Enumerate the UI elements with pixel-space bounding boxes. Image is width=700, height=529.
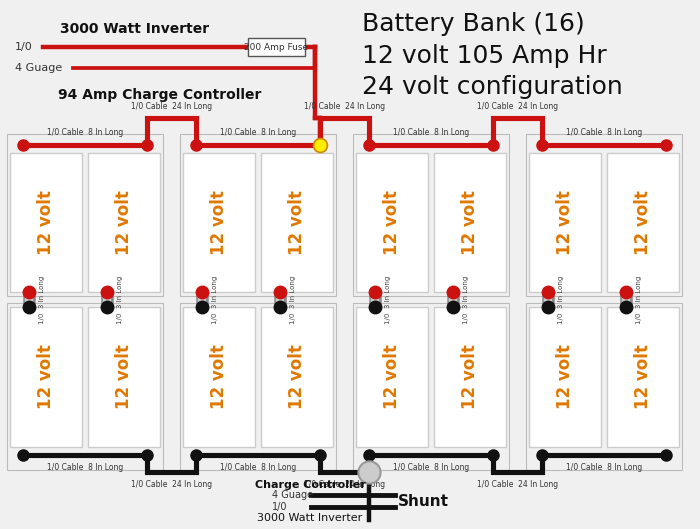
Text: 1/0  3 In Long: 1/0 3 In Long — [39, 276, 46, 324]
Text: 12 volt: 12 volt — [634, 190, 652, 255]
Text: 1/0  3 In Long: 1/0 3 In Long — [118, 276, 123, 324]
FancyBboxPatch shape — [607, 307, 679, 447]
FancyBboxPatch shape — [261, 307, 333, 447]
Text: 3000 Watt Inverter: 3000 Watt Inverter — [60, 22, 209, 36]
FancyBboxPatch shape — [88, 307, 160, 447]
Text: 1/0 Cable  8 In Long: 1/0 Cable 8 In Long — [566, 463, 642, 472]
FancyBboxPatch shape — [607, 153, 679, 292]
Text: 12 volt: 12 volt — [210, 190, 228, 255]
Text: 1/0 Cable  8 In Long: 1/0 Cable 8 In Long — [47, 128, 123, 137]
FancyBboxPatch shape — [10, 307, 82, 447]
Text: 1/0: 1/0 — [15, 42, 33, 52]
FancyBboxPatch shape — [529, 153, 601, 292]
Text: 12 volt: 12 volt — [115, 344, 133, 409]
Text: Battery Bank (16)
12 volt 105 Amp Hr
24 volt configuration: Battery Bank (16) 12 volt 105 Amp Hr 24 … — [362, 12, 623, 99]
Text: 12 volt: 12 volt — [556, 190, 574, 255]
Text: 1/0 Cable  24 In Long: 1/0 Cable 24 In Long — [131, 480, 212, 489]
Text: 12 volt: 12 volt — [383, 190, 401, 255]
FancyBboxPatch shape — [248, 38, 305, 56]
Text: 1/0  3 In Long: 1/0 3 In Long — [212, 276, 218, 324]
Text: 1/0  3 In Long: 1/0 3 In Long — [463, 276, 470, 324]
Text: 1/0  3 In Long: 1/0 3 In Long — [290, 276, 296, 324]
Text: 94 Amp Charge Controller: 94 Amp Charge Controller — [58, 88, 261, 102]
FancyBboxPatch shape — [261, 153, 333, 292]
Text: 12 volt: 12 volt — [383, 344, 401, 409]
Text: 12 volt: 12 volt — [556, 344, 574, 409]
FancyBboxPatch shape — [183, 153, 255, 292]
Text: 12 volt: 12 volt — [461, 190, 479, 255]
Text: 1/0 Cable  24 In Long: 1/0 Cable 24 In Long — [477, 480, 558, 489]
Text: 12 volt: 12 volt — [115, 190, 133, 255]
Text: 1/0 Cable  24 In Long: 1/0 Cable 24 In Long — [477, 102, 558, 111]
Text: 12 volt: 12 volt — [288, 344, 306, 409]
Text: 12 volt: 12 volt — [37, 344, 55, 409]
Text: 4 Guage: 4 Guage — [272, 490, 313, 500]
Text: 12 volt: 12 volt — [288, 190, 306, 255]
Text: 12 volt: 12 volt — [37, 190, 55, 255]
FancyBboxPatch shape — [183, 307, 255, 447]
Text: 1/0 Cable  8 In Long: 1/0 Cable 8 In Long — [220, 128, 296, 137]
Text: 1/0 Cable  8 In Long: 1/0 Cable 8 In Long — [393, 128, 469, 137]
Text: 12 volt: 12 volt — [210, 344, 228, 409]
FancyBboxPatch shape — [88, 153, 160, 292]
Text: 1/0 Cable  8 In Long: 1/0 Cable 8 In Long — [393, 463, 469, 472]
Text: 1/0 Cable  24 In Long: 1/0 Cable 24 In Long — [304, 480, 385, 489]
FancyBboxPatch shape — [10, 153, 82, 292]
FancyBboxPatch shape — [529, 307, 601, 447]
Text: 200 Amp Fuse: 200 Amp Fuse — [244, 42, 308, 51]
Text: 1/0 Cable  8 In Long: 1/0 Cable 8 In Long — [566, 128, 642, 137]
Text: 1/0 Cable  8 In Long: 1/0 Cable 8 In Long — [47, 463, 123, 472]
Text: 1/0  3 In Long: 1/0 3 In Long — [636, 276, 643, 324]
FancyBboxPatch shape — [356, 307, 428, 447]
FancyBboxPatch shape — [434, 153, 506, 292]
Text: 12 volt: 12 volt — [461, 344, 479, 409]
Text: 1/0 Cable  8 In Long: 1/0 Cable 8 In Long — [220, 463, 296, 472]
Text: 12 volt: 12 volt — [634, 344, 652, 409]
FancyBboxPatch shape — [434, 307, 506, 447]
Text: Shunt: Shunt — [398, 494, 449, 508]
FancyBboxPatch shape — [356, 153, 428, 292]
Text: 1/0 Cable  24 In Long: 1/0 Cable 24 In Long — [131, 102, 212, 111]
Text: Charge Controller: Charge Controller — [255, 480, 365, 490]
Text: 1/0  3 In Long: 1/0 3 In Long — [386, 276, 391, 324]
Text: 4 Guage: 4 Guage — [15, 63, 62, 73]
Text: 1/0 Cable  24 In Long: 1/0 Cable 24 In Long — [304, 102, 385, 111]
Text: 1/0: 1/0 — [272, 502, 288, 512]
Text: 1/0  3 In Long: 1/0 3 In Long — [559, 276, 564, 324]
Text: 3000 Watt Inverter: 3000 Watt Inverter — [258, 513, 363, 523]
